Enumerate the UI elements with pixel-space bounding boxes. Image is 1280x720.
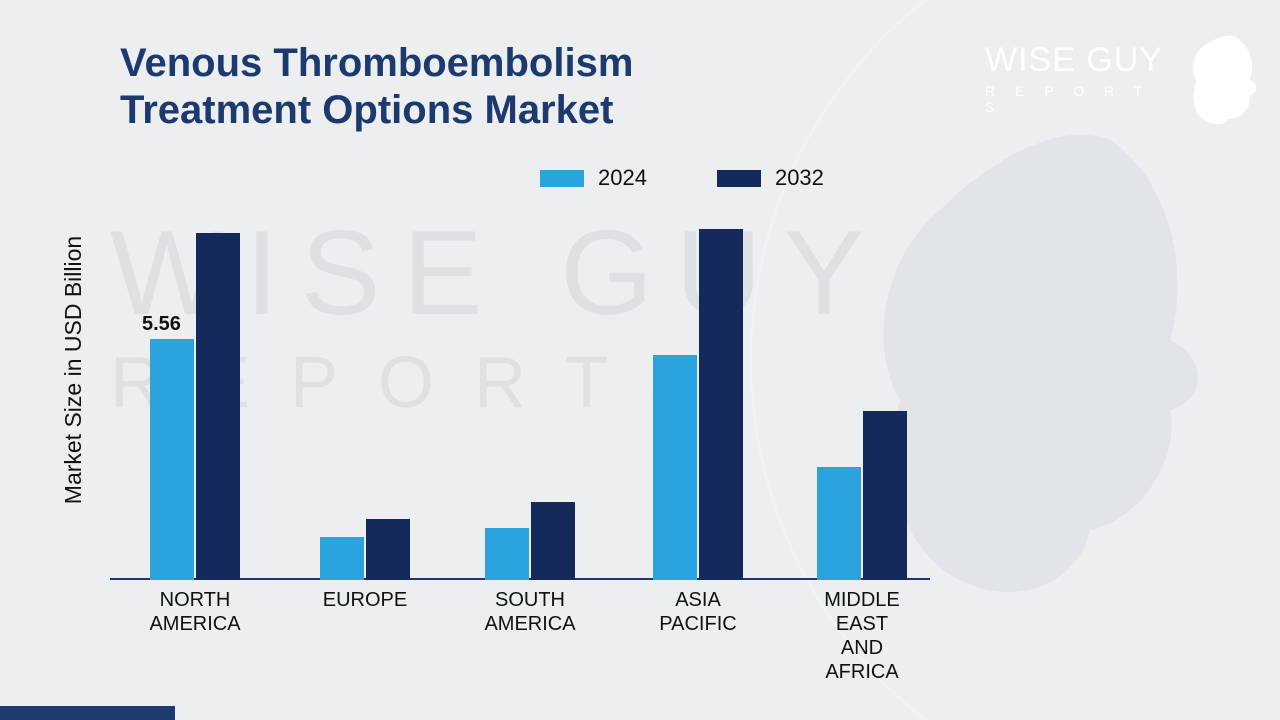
chart-title: Venous Thromboembolism Treatment Options… — [120, 40, 820, 134]
bar-2024 — [817, 467, 861, 580]
bar-2032 — [699, 229, 743, 580]
bar-value-label: 5.56 — [142, 313, 181, 336]
bar-group: 5.56 — [150, 233, 240, 580]
bar-2024: 5.56 — [150, 339, 194, 580]
legend-label-2032: 2032 — [775, 165, 824, 191]
legend-swatch-2024 — [540, 170, 584, 187]
x-axis-category-label: EUROPE — [290, 588, 440, 612]
right-panel: WISE GUY R E P O R T S — [970, 0, 1280, 720]
legend: 2024 2032 — [540, 165, 824, 191]
logo-title: WISE GUY — [985, 43, 1175, 79]
bar-group — [653, 229, 743, 580]
x-axis-category-label: SOUTHAMERICA — [455, 588, 605, 636]
logo-subtitle: R E P O R T S — [985, 83, 1175, 115]
x-axis-category-label: ASIAPACIFIC — [623, 588, 773, 636]
logo-head-icon — [1187, 32, 1260, 127]
bar-2024 — [485, 528, 529, 580]
x-axis-category-label: NORTHAMERICA — [120, 588, 270, 636]
bar-group — [320, 519, 410, 580]
legend-swatch-2032 — [717, 170, 761, 187]
legend-item-2032: 2032 — [717, 165, 824, 191]
bar-2032 — [531, 502, 575, 580]
page: WISE GUY R E P O R T S WISE GUY REPORTS … — [0, 0, 1280, 720]
chart-plot-area: 5.56 — [110, 190, 930, 580]
x-axis-labels: NORTHAMERICA EUROPE SOUTHAMERICA ASIAPACIFI… — [110, 588, 930, 708]
brand-logo: WISE GUY R E P O R T S — [985, 24, 1260, 134]
legend-label-2024: 2024 — [598, 165, 647, 191]
bar-2032 — [196, 233, 240, 580]
bar-2024 — [653, 355, 697, 580]
footer-accent-bar — [0, 706, 175, 720]
y-axis-label: Market Size in USD Billion — [60, 170, 87, 570]
legend-item-2024: 2024 — [540, 165, 647, 191]
bar-2024 — [320, 537, 364, 580]
bar-group — [485, 502, 575, 580]
bar-2032 — [863, 411, 907, 580]
x-axis-category-label: MIDDLEEASTANDAFRICA — [787, 588, 937, 684]
bar-2032 — [366, 519, 410, 580]
bar-group — [817, 411, 907, 580]
